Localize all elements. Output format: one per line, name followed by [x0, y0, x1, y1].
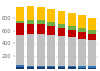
- Bar: [78, 28, 86, 32]
- Bar: [16, 21, 24, 23]
- Bar: [58, 66, 65, 67]
- Bar: [78, 39, 86, 66]
- Bar: [16, 35, 24, 65]
- Bar: [27, 34, 34, 66]
- Bar: [58, 24, 65, 28]
- Bar: [37, 66, 45, 67]
- Bar: [88, 40, 96, 66]
- Bar: [88, 68, 96, 69]
- Bar: [27, 6, 34, 20]
- Bar: [88, 34, 96, 40]
- Bar: [27, 20, 34, 24]
- Bar: [37, 20, 45, 24]
- Bar: [68, 30, 76, 37]
- Bar: [37, 34, 45, 66]
- Bar: [58, 36, 65, 66]
- Bar: [78, 68, 86, 69]
- Bar: [88, 18, 96, 30]
- Bar: [16, 67, 24, 69]
- Bar: [16, 65, 24, 67]
- Bar: [68, 67, 76, 69]
- Bar: [47, 26, 55, 35]
- Bar: [88, 30, 96, 34]
- Bar: [16, 23, 24, 35]
- Bar: [68, 37, 76, 66]
- Bar: [27, 24, 34, 34]
- Bar: [78, 15, 86, 28]
- Bar: [47, 35, 55, 66]
- Bar: [68, 66, 76, 67]
- Bar: [58, 11, 65, 24]
- Bar: [47, 22, 55, 26]
- Bar: [47, 9, 55, 22]
- Bar: [58, 28, 65, 36]
- Bar: [16, 7, 24, 21]
- Bar: [78, 32, 86, 39]
- Bar: [68, 26, 76, 30]
- Bar: [47, 67, 55, 69]
- Bar: [37, 24, 45, 34]
- Bar: [37, 7, 45, 20]
- Bar: [78, 66, 86, 68]
- Bar: [27, 67, 34, 69]
- Bar: [27, 66, 34, 67]
- Bar: [58, 67, 65, 69]
- Bar: [37, 67, 45, 69]
- Bar: [88, 66, 96, 68]
- Bar: [47, 66, 55, 67]
- Bar: [68, 13, 76, 26]
